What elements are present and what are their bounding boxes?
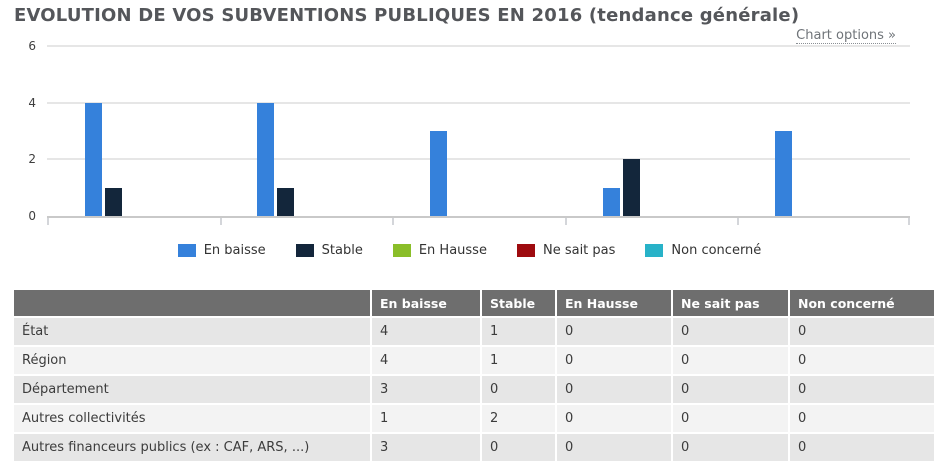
bar-group: [737, 46, 910, 216]
value-cell: 0: [672, 404, 790, 434]
value-cell: 0: [556, 375, 673, 405]
legend-item: Non concerné: [645, 243, 761, 258]
chart-legend: En baisse Stable En Hausse Ne sait pas Non c…: [0, 243, 939, 258]
axis-tick: [564, 218, 567, 225]
legend-label: Ne sait pas: [542, 243, 616, 258]
bar: [84, 102, 102, 216]
value-cell: 0: [672, 375, 790, 405]
table-header-cell: [14, 290, 372, 318]
bar: [622, 159, 640, 216]
row-label-cell: État: [14, 317, 372, 347]
legend-swatch: [392, 244, 411, 257]
legend-swatch: [177, 244, 196, 257]
bar-groups: [47, 46, 910, 216]
axis-tick: [219, 218, 222, 225]
legend-swatch: [516, 244, 535, 257]
table-header-cell: En baisse: [371, 290, 482, 318]
value-cell: 0: [556, 317, 673, 347]
bar: [104, 187, 122, 216]
table-header-cell: En Hausse: [556, 290, 673, 318]
gridline: [47, 101, 910, 104]
value-cell: 0: [556, 346, 673, 376]
y-tick-label: 4: [28, 95, 36, 110]
bar: [602, 187, 620, 216]
value-cell: 0: [789, 433, 936, 463]
y-tick-label: 2: [28, 152, 36, 167]
plot-area: [47, 45, 910, 225]
legend-label: Stable: [321, 243, 363, 258]
bar-group: [47, 46, 220, 216]
value-cell: 1: [481, 317, 557, 347]
table-header-cell: Stable: [481, 290, 557, 318]
axis-tick: [908, 218, 910, 225]
y-tick-label: 6: [28, 39, 36, 53]
value-cell: 0: [481, 375, 557, 405]
bar: [429, 131, 447, 216]
gridline: [47, 45, 910, 47]
table-body: État 4 1 0 0 0 Région 4 1 0 0 0 Département 3 0 0 0 0 Autr…: [14, 317, 936, 463]
row-label-cell: Région: [14, 346, 372, 376]
value-cell: 0: [789, 317, 936, 347]
legend-item: En baisse: [177, 243, 266, 258]
value-cell: 0: [481, 433, 557, 463]
page-title: EVOLUTION DE VOS SUBVENTIONS PUBLIQUES E…: [14, 5, 800, 26]
table-header-cell: Non concerné: [789, 290, 936, 318]
legend-label: En baisse: [203, 243, 266, 258]
value-cell: 0: [789, 404, 936, 434]
legend-swatch: [295, 244, 314, 257]
value-cell: 1: [371, 404, 482, 434]
value-cell: 0: [789, 375, 936, 405]
row-label-cell: Autres financeurs publics (ex : CAF, ARS…: [14, 433, 372, 463]
value-cell: 4: [371, 317, 482, 347]
legend-label: En Hausse: [418, 243, 487, 258]
value-cell: 0: [789, 346, 936, 376]
axis-tick: [392, 218, 395, 225]
legend-item: Ne sait pas: [516, 243, 616, 258]
legend-item: Stable: [295, 243, 363, 258]
table-row: Autres financeurs publics (ex : CAF, ARS…: [14, 433, 936, 463]
results-table: En baisse Stable En Hausse Ne sait pas Non c…: [14, 290, 936, 463]
legend-swatch: [645, 244, 664, 257]
table-row: État 4 1 0 0 0: [14, 317, 936, 347]
value-cell: 1: [481, 346, 557, 376]
value-cell: 4: [371, 346, 482, 376]
legend-item: En Hausse: [392, 243, 487, 258]
bar: [277, 187, 295, 216]
table-row: Département 3 0 0 0 0: [14, 375, 936, 405]
bar: [257, 102, 275, 216]
value-cell: 3: [371, 375, 482, 405]
value-cell: 0: [672, 433, 790, 463]
axis-tick: [47, 218, 49, 225]
value-cell: 0: [672, 317, 790, 347]
table-row: Autres collectivités 1 2 0 0 0: [14, 404, 936, 434]
axis-tick: [737, 218, 740, 225]
bar-group: [565, 46, 738, 216]
row-label-cell: Autres collectivités: [14, 404, 372, 434]
value-cell: 0: [556, 404, 673, 434]
row-label-cell: Département: [14, 375, 372, 405]
bar-group: [220, 46, 393, 216]
table-header-cell: Ne sait pas: [672, 290, 790, 318]
value-cell: 2: [481, 404, 557, 434]
y-tick-label: 0: [28, 209, 36, 223]
bar: [775, 131, 793, 216]
bar-group: [392, 46, 565, 216]
legend-label: Non concerné: [671, 243, 762, 258]
chart-options-link[interactable]: Chart options »: [796, 28, 896, 44]
value-cell: 3: [371, 433, 482, 463]
value-cell: 0: [672, 346, 790, 376]
value-cell: 0: [556, 433, 673, 463]
table-row: Région 4 1 0 0 0: [14, 346, 936, 376]
gridline: [47, 158, 910, 161]
table-header-row: En baisse Stable En Hausse Ne sait pas Non c…: [14, 290, 936, 318]
